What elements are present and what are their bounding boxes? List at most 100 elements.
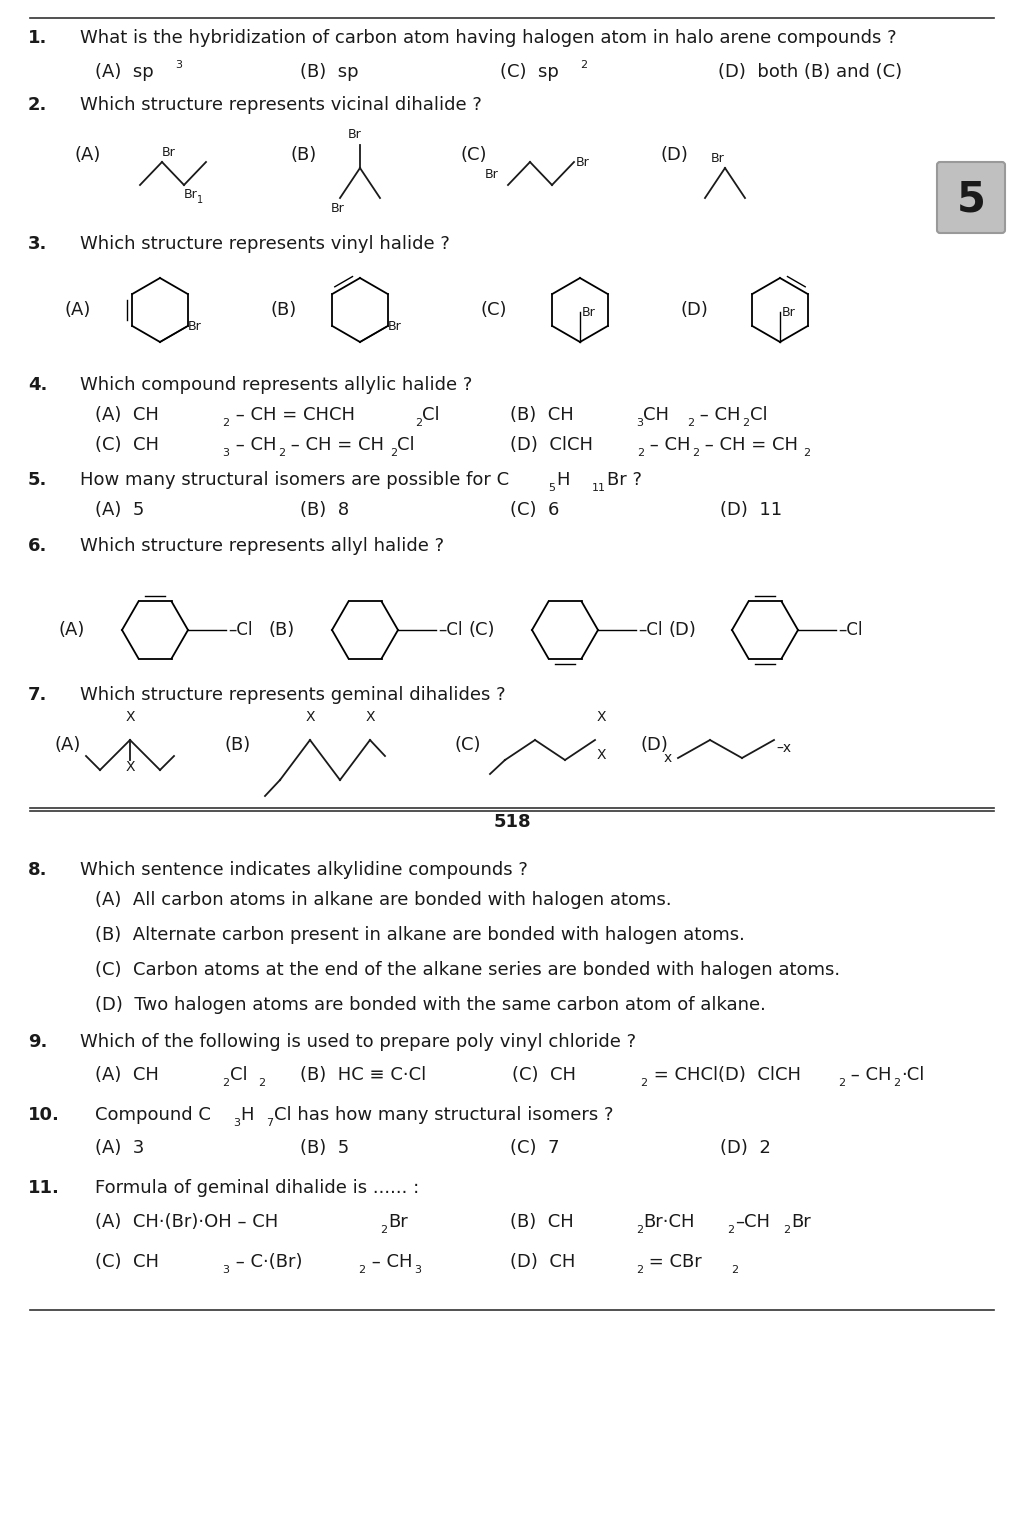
Text: 3: 3 xyxy=(175,60,182,71)
Text: 3: 3 xyxy=(636,417,643,428)
Text: X: X xyxy=(125,759,135,775)
Text: 5.: 5. xyxy=(28,471,47,489)
Text: (A)  CH: (A) CH xyxy=(95,407,159,423)
Text: Which structure represents vicinal dihalide ?: Which structure represents vicinal dihal… xyxy=(80,97,482,114)
Text: Br: Br xyxy=(388,1213,408,1230)
Text: (C)  CH: (C) CH xyxy=(95,1253,159,1272)
Text: 8.: 8. xyxy=(28,861,47,879)
Text: 2: 2 xyxy=(415,417,422,428)
Text: (A)  3: (A) 3 xyxy=(95,1140,144,1157)
Text: 1: 1 xyxy=(197,195,203,206)
Text: 518: 518 xyxy=(494,813,530,831)
Text: 2: 2 xyxy=(838,1078,845,1088)
Text: 2: 2 xyxy=(893,1078,900,1088)
Text: – CH = CH: – CH = CH xyxy=(699,436,798,454)
Text: 2: 2 xyxy=(637,448,644,459)
Text: (A)  CH·(Br)·OH – CH: (A) CH·(Br)·OH – CH xyxy=(95,1213,279,1230)
Text: Which structure represents allyl halide ?: Which structure represents allyl halide … xyxy=(80,537,444,555)
Text: Which structure represents geminal dihalides ?: Which structure represents geminal dihal… xyxy=(80,686,506,704)
Text: Which structure represents vinyl halide ?: Which structure represents vinyl halide … xyxy=(80,235,450,253)
Text: (D): (D) xyxy=(660,146,688,164)
Text: 7: 7 xyxy=(266,1118,273,1127)
Text: 9.: 9. xyxy=(28,1032,47,1051)
Text: (A)  CH: (A) CH xyxy=(95,1066,159,1085)
Text: 2: 2 xyxy=(692,448,699,459)
Text: (A)  5: (A) 5 xyxy=(95,502,144,518)
Text: (A): (A) xyxy=(75,146,101,164)
Text: –CH: –CH xyxy=(735,1213,770,1230)
Text: 4.: 4. xyxy=(28,376,47,394)
Text: – CH = CHCH: – CH = CHCH xyxy=(230,407,355,423)
Text: 1.: 1. xyxy=(28,29,47,48)
Text: 2: 2 xyxy=(390,448,397,459)
Text: –Cl: –Cl xyxy=(228,621,253,640)
Text: 3.: 3. xyxy=(28,235,47,253)
Text: (C)  CH: (C) CH xyxy=(95,436,159,454)
Text: = CHCl: = CHCl xyxy=(648,1066,718,1085)
Text: CH: CH xyxy=(643,407,669,423)
Text: (B)  sp: (B) sp xyxy=(300,63,358,81)
Text: X: X xyxy=(597,710,606,724)
Text: H: H xyxy=(556,471,569,489)
Text: –Cl: –Cl xyxy=(838,621,862,640)
Text: 5: 5 xyxy=(956,179,985,221)
Text: (C)  CH: (C) CH xyxy=(512,1066,575,1085)
Text: 2: 2 xyxy=(258,1078,265,1088)
Text: X: X xyxy=(305,710,314,724)
Text: (D)  11: (D) 11 xyxy=(720,502,782,518)
Text: Which sentence indicates alkylidine compounds ?: Which sentence indicates alkylidine comp… xyxy=(80,861,528,879)
Text: Br: Br xyxy=(162,146,176,158)
Text: Which compound represents allylic halide ?: Which compound represents allylic halide… xyxy=(80,376,472,394)
Text: –Cl: –Cl xyxy=(638,621,663,640)
Text: 6.: 6. xyxy=(28,537,47,555)
Text: 2: 2 xyxy=(727,1226,734,1235)
Text: 2: 2 xyxy=(222,1078,229,1088)
Text: 2: 2 xyxy=(580,60,587,71)
Text: Br: Br xyxy=(388,321,401,333)
Text: (D)  both (B) and (C): (D) both (B) and (C) xyxy=(718,63,902,81)
Text: (A): (A) xyxy=(65,301,91,319)
Text: Br ?: Br ? xyxy=(607,471,642,489)
Text: (C): (C) xyxy=(468,621,495,640)
Text: 2: 2 xyxy=(742,417,750,428)
Text: Br: Br xyxy=(184,189,198,201)
Text: 11: 11 xyxy=(592,483,606,492)
Text: (B)  HC ≡ C·Cl: (B) HC ≡ C·Cl xyxy=(300,1066,426,1085)
Text: Br: Br xyxy=(711,152,725,164)
Text: Cl has how many structural isomers ?: Cl has how many structural isomers ? xyxy=(274,1106,613,1124)
Text: – CH: – CH xyxy=(694,407,740,423)
Text: (D)  ClCH: (D) ClCH xyxy=(510,436,593,454)
Text: (C): (C) xyxy=(480,301,507,319)
Text: 2: 2 xyxy=(783,1226,791,1235)
Text: Br: Br xyxy=(782,305,796,319)
Text: Br: Br xyxy=(348,129,361,141)
Text: 2: 2 xyxy=(380,1226,387,1235)
Text: 2: 2 xyxy=(636,1266,643,1275)
Text: (C): (C) xyxy=(460,146,486,164)
Text: 2.: 2. xyxy=(28,97,47,114)
Text: (C)  6: (C) 6 xyxy=(510,502,559,518)
Text: (B)  CH: (B) CH xyxy=(510,1213,573,1230)
Text: What is the hybridization of carbon atom having halogen atom in halo arene compo: What is the hybridization of carbon atom… xyxy=(80,29,897,48)
Text: (B)  CH: (B) CH xyxy=(510,407,573,423)
Text: Which of the following is used to prepare poly vinyl chloride ?: Which of the following is used to prepar… xyxy=(80,1032,636,1051)
Text: (D): (D) xyxy=(680,301,708,319)
Text: (D)  2: (D) 2 xyxy=(720,1140,771,1157)
Text: – CH = CH: – CH = CH xyxy=(285,436,384,454)
Text: 7.: 7. xyxy=(28,686,47,704)
Text: (B): (B) xyxy=(268,621,294,640)
Text: Br: Br xyxy=(188,321,202,333)
Text: X: X xyxy=(366,710,375,724)
Text: 2: 2 xyxy=(222,417,229,428)
Text: (C)  Carbon atoms at the end of the alkane series are bonded with halogen atoms.: (C) Carbon atoms at the end of the alkan… xyxy=(95,960,840,979)
Text: H: H xyxy=(240,1106,254,1124)
Text: 2: 2 xyxy=(687,417,694,428)
Text: –Cl: –Cl xyxy=(438,621,463,640)
Text: 2: 2 xyxy=(278,448,285,459)
Text: 10.: 10. xyxy=(28,1106,59,1124)
Text: 3: 3 xyxy=(222,1266,229,1275)
Text: (D): (D) xyxy=(640,736,668,755)
Text: (B): (B) xyxy=(225,736,251,755)
Text: 3: 3 xyxy=(222,448,229,459)
Text: 2: 2 xyxy=(731,1266,738,1275)
